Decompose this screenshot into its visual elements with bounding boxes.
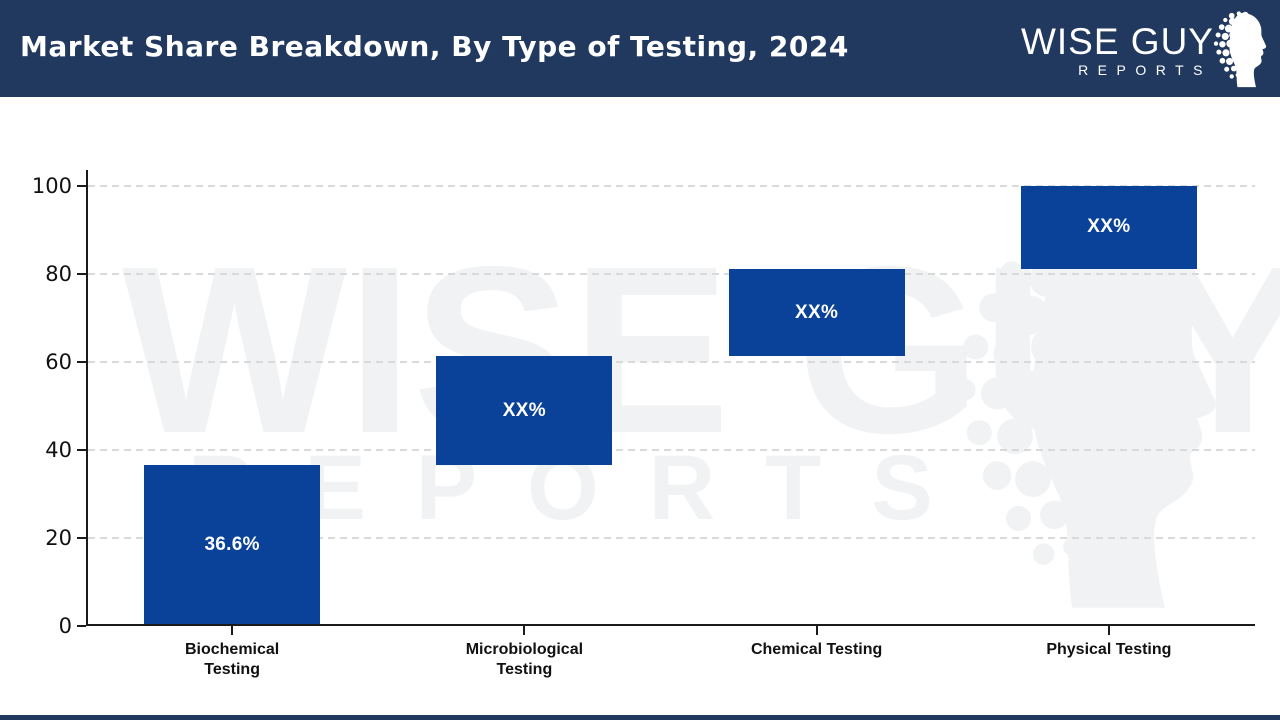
y-tick-label-40: 40 bbox=[45, 438, 72, 462]
gridline-40 bbox=[88, 449, 1255, 451]
gridline-20 bbox=[88, 537, 1255, 539]
y-axis-spine bbox=[86, 170, 88, 626]
y-tick-label-80: 80 bbox=[45, 262, 72, 286]
x-tick-0 bbox=[231, 626, 234, 635]
header: Market Share Breakdown, By Type of Testi… bbox=[0, 0, 1280, 97]
bar-biochemical-testing: 36.6% bbox=[144, 464, 321, 626]
logo-wordmark: WISE GUY REPORTS bbox=[1021, 23, 1214, 77]
y-tick-20 bbox=[77, 537, 86, 539]
y-tick-0 bbox=[77, 625, 86, 627]
plot-area: 0 20 40 60 80 100 36.6% Biochemical Testing XX% Mi… bbox=[32, 170, 1255, 678]
logo-wordmark-secondary: REPORTS bbox=[1078, 62, 1212, 78]
x-tick-label-line: Testing bbox=[496, 661, 553, 678]
y-tick-label-100: 100 bbox=[31, 174, 72, 198]
y-tick-40 bbox=[77, 449, 86, 451]
bar-value-label: 36.6% bbox=[204, 534, 260, 556]
footer-accent-bar bbox=[0, 715, 1280, 720]
bar-chemical-testing: XX% bbox=[728, 268, 905, 357]
x-tick-3 bbox=[1107, 626, 1110, 635]
x-tick-label-2: Chemical Testing bbox=[687, 640, 947, 660]
y-tick-100 bbox=[77, 185, 86, 187]
x-axis-spine bbox=[86, 624, 1255, 626]
x-tick-label-3: Physical Testing bbox=[979, 640, 1239, 660]
y-tick-80 bbox=[77, 273, 86, 275]
gridline-80 bbox=[88, 273, 1255, 275]
bar-value-label: XX% bbox=[502, 399, 546, 421]
x-tick-label-line: Microbiological bbox=[465, 641, 584, 658]
y-tick-60 bbox=[77, 361, 86, 363]
x-tick-label-line: Testing bbox=[204, 661, 260, 678]
y-tick-label-20: 20 bbox=[45, 526, 72, 550]
gridline-100 bbox=[88, 185, 1255, 187]
bar-microbiological-testing: XX% bbox=[436, 356, 613, 465]
x-tick-label-line: Biochemical bbox=[184, 641, 280, 658]
x-tick-label-line: Chemical Testing bbox=[750, 641, 883, 658]
logo-wordmark-primary: WISE GUY bbox=[1020, 21, 1214, 62]
x-tick-label-0: Biochemical Testing bbox=[102, 640, 362, 680]
wise-guy-logo: WISE GUY REPORTS bbox=[1021, 8, 1272, 92]
x-tick-2 bbox=[815, 626, 818, 635]
x-tick-label-line: Physical Testing bbox=[1046, 641, 1172, 658]
page-title: Market Share Breakdown, By Type of Testi… bbox=[20, 30, 849, 63]
y-tick-label-60: 60 bbox=[45, 350, 72, 374]
gridline-60 bbox=[88, 361, 1255, 363]
x-tick-label-1: Microbiological Testing bbox=[394, 640, 654, 680]
x-tick-1 bbox=[523, 626, 526, 635]
bar-value-label: XX% bbox=[1087, 216, 1131, 238]
y-tick-label-0: 0 bbox=[58, 614, 72, 638]
bar-value-label: XX% bbox=[795, 301, 839, 323]
bar-physical-testing: XX% bbox=[1020, 186, 1197, 269]
